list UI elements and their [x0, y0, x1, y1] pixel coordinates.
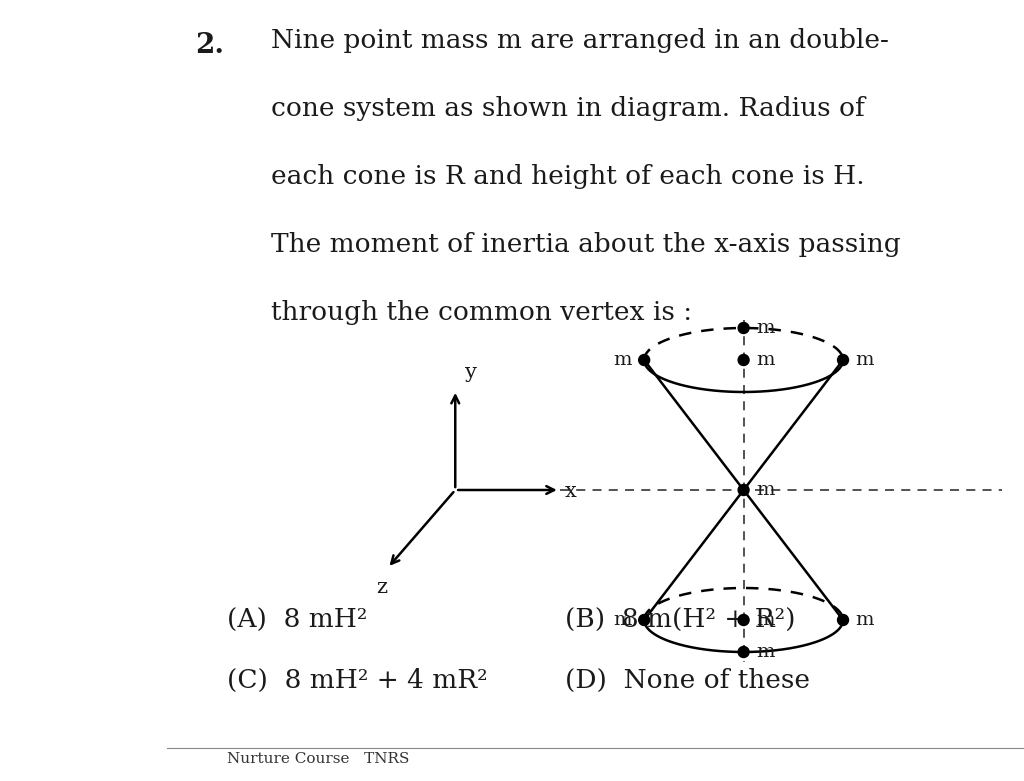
Text: m: m: [613, 611, 632, 629]
Text: (B)  8 m(H² + R²): (B) 8 m(H² + R²): [564, 608, 795, 633]
Text: The moment of inertia about the x-axis passing: The moment of inertia about the x-axis p…: [271, 232, 901, 257]
Circle shape: [738, 323, 750, 333]
Circle shape: [738, 615, 750, 626]
Circle shape: [738, 647, 750, 658]
Text: m: m: [856, 611, 874, 629]
Text: (D)  None of these: (D) None of these: [564, 668, 810, 693]
Text: m: m: [757, 319, 775, 337]
Text: (A)  8 mH²: (A) 8 mH²: [226, 608, 367, 633]
Circle shape: [639, 355, 649, 366]
Text: z: z: [376, 578, 387, 597]
Circle shape: [639, 615, 649, 626]
Text: m: m: [757, 351, 775, 369]
Text: Nine point mass m are arranged in an double-: Nine point mass m are arranged in an dou…: [271, 28, 889, 53]
Text: m: m: [757, 611, 775, 629]
Text: through the common vertex is :: through the common vertex is :: [271, 300, 692, 325]
Circle shape: [838, 615, 849, 626]
Text: m: m: [757, 481, 775, 499]
Text: Nurture Course   TNRS: Nurture Course TNRS: [226, 752, 409, 766]
Text: cone system as shown in diagram. Radius of: cone system as shown in diagram. Radius …: [271, 96, 865, 121]
Text: m: m: [613, 351, 632, 369]
Text: (C)  8 mH² + 4 mR²: (C) 8 mH² + 4 mR²: [226, 668, 487, 693]
Text: x: x: [564, 482, 577, 501]
Circle shape: [738, 355, 750, 366]
Text: 2.: 2.: [195, 32, 224, 59]
Text: m: m: [856, 351, 874, 369]
Circle shape: [738, 484, 750, 495]
Text: each cone is R and height of each cone is H.: each cone is R and height of each cone i…: [271, 164, 865, 189]
Circle shape: [838, 355, 849, 366]
Text: y: y: [465, 363, 477, 382]
Text: m: m: [757, 643, 775, 661]
